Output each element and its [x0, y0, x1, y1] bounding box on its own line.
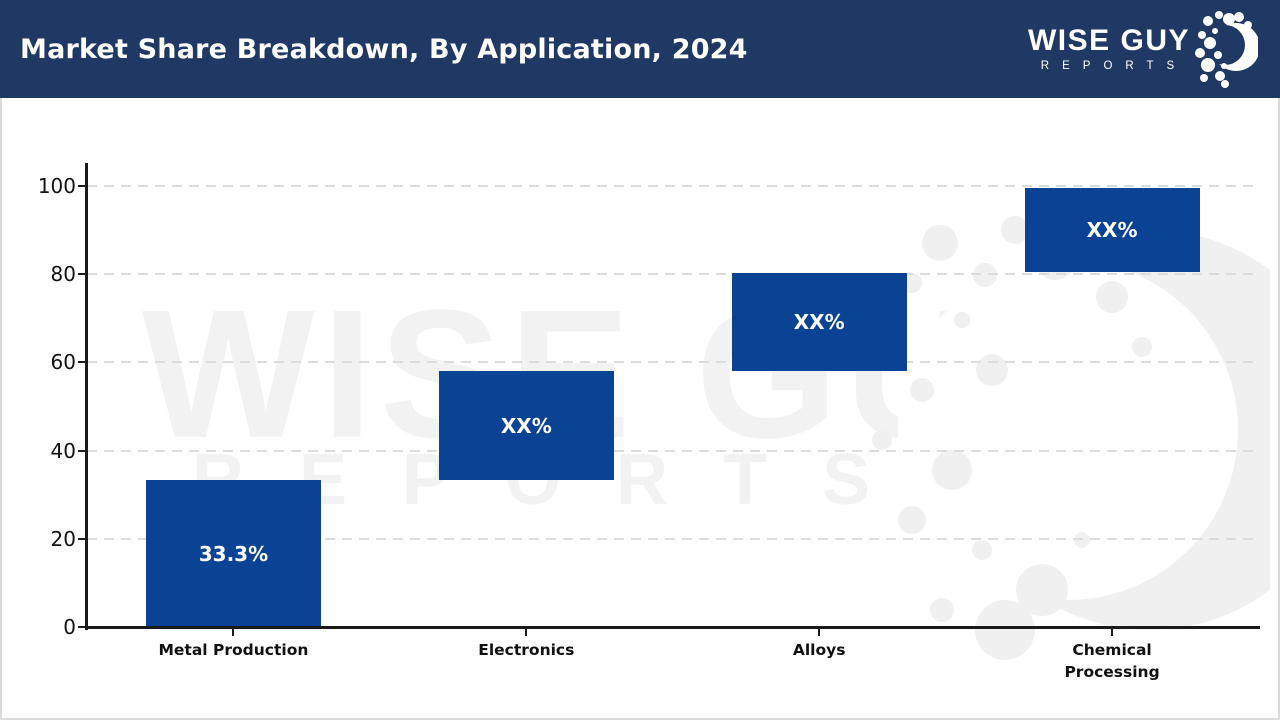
y-tick-label: 100 [37, 174, 76, 199]
y-tick-label: 40 [50, 438, 76, 463]
brand-face-icon [1195, 11, 1258, 88]
x-axis-line [85, 626, 1260, 629]
y-tick-label: 20 [50, 526, 76, 551]
brand-name: WISE GUY [1027, 24, 1190, 57]
chart-title: Market Share Breakdown, By Application, … [20, 33, 748, 65]
brand-subtitle: REPORTS [1040, 60, 1188, 72]
category-label: Chemical Processing [1064, 641, 1160, 681]
bar-segment: XX% [438, 371, 614, 481]
y-tick [78, 449, 86, 452]
bar-segment: XX% [731, 273, 907, 372]
y-tick-label: 80 [50, 262, 76, 287]
bar-value-label: XX% [1086, 218, 1138, 243]
gridline [87, 185, 1259, 188]
x-tick [818, 629, 821, 636]
x-tick [1111, 629, 1114, 636]
bar-segment: 33.3% [145, 480, 321, 627]
bar-segment: XX% [1024, 187, 1200, 273]
category-label: Alloys [792, 641, 846, 659]
x-tick [232, 629, 235, 636]
category-label: Metal Production [158, 641, 309, 659]
y-tick [78, 361, 86, 364]
y-tick-label: 0 [63, 615, 76, 639]
gridline [87, 449, 1259, 452]
y-axis-line [85, 163, 88, 630]
x-tick [525, 629, 528, 636]
bar-value-label: XX% [793, 310, 845, 335]
y-tick [78, 185, 86, 188]
brand-logo: WISE GUY REPORTS [1028, 9, 1258, 89]
bar-value-label: 33.3% [198, 541, 269, 566]
gridline [87, 273, 1259, 276]
gridline [87, 361, 1259, 364]
y-tick [78, 273, 86, 276]
brand-logo-text: WISE GUY REPORTS [1027, 24, 1190, 73]
gridline [87, 537, 1259, 540]
header-bar: Market Share Breakdown, By Application, … [0, 0, 1280, 98]
category-label: Electronics [478, 641, 575, 659]
bar-value-label: XX% [500, 413, 552, 438]
y-tick-label: 60 [50, 350, 76, 375]
y-tick [78, 626, 86, 628]
y-tick [78, 537, 86, 540]
